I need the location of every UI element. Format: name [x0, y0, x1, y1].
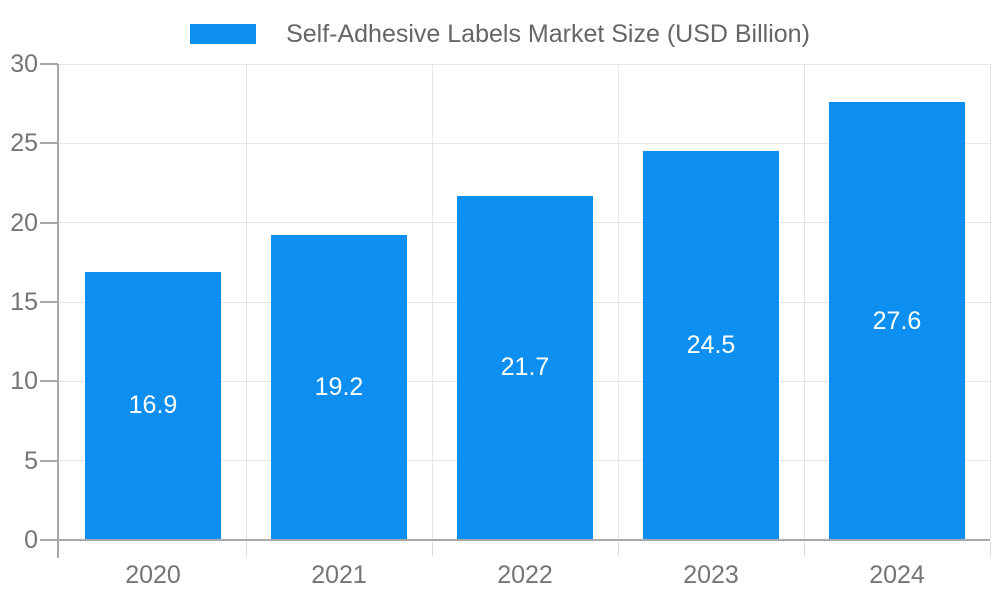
y-axis-tick	[40, 539, 58, 541]
bar-value-label: 27.6	[872, 306, 922, 335]
x-gridline	[989, 64, 991, 540]
y-axis-tick	[40, 380, 58, 383]
y-axis-tick	[40, 63, 58, 65]
y-axis-tick-label: 15	[10, 288, 38, 316]
y-gridline	[58, 142, 990, 144]
legend-swatch	[190, 24, 257, 44]
x-gridline	[431, 64, 433, 540]
y-axis-tick-label: 0	[24, 526, 38, 554]
x-axis-label-2023: 2023	[683, 561, 739, 589]
chart-legend[interactable]: Self-Adhesive Labels Market Size (USD Bi…	[0, 18, 1000, 50]
x-axis-minor-tick	[617, 542, 619, 556]
x-axis-line	[57, 539, 990, 541]
y-axis-tick-label: 10	[10, 367, 38, 396]
bar-2021: 19.2	[271, 235, 407, 540]
x-axis-label-2021: 2021	[311, 561, 367, 589]
y-axis-tick	[40, 221, 58, 224]
x-axis-minor-tick	[431, 542, 433, 556]
bar-value-label: 16.9	[128, 391, 178, 420]
bar-value-label: 24.5	[686, 331, 736, 360]
bar-value-label: 19.2	[314, 373, 364, 402]
x-axis-label-2024: 2024	[869, 561, 925, 589]
x-gridline	[803, 64, 805, 540]
y-axis-tick	[40, 301, 58, 303]
y-axis-tick-label: 25	[10, 129, 38, 158]
y-axis-tick	[40, 459, 58, 462]
bar-2022: 21.7	[457, 195, 593, 540]
x-gridline	[617, 64, 619, 540]
y-axis-tick-label: 20	[10, 208, 38, 237]
x-axis-minor-tick	[989, 542, 991, 556]
bar-2020: 16.9	[85, 271, 221, 540]
chart-title: Self-Adhesive Labels Market Size (USD Bi…	[286, 20, 810, 48]
bar-2023: 24.5	[643, 151, 779, 540]
x-axis-label-2022: 2022	[497, 561, 553, 589]
y-axis-tick	[40, 142, 58, 145]
y-gridline	[58, 63, 990, 65]
y-axis-line	[57, 64, 59, 558]
bar-2024: 27.6	[829, 102, 965, 540]
x-axis-minor-tick	[245, 542, 247, 556]
y-axis-tick-label: 30	[10, 50, 38, 78]
x-axis-minor-tick	[803, 542, 805, 556]
y-axis-tick-label: 5	[24, 446, 38, 475]
x-gridline	[245, 64, 247, 540]
x-axis-label-2020: 2020	[125, 561, 181, 589]
bar-value-label: 21.7	[500, 353, 550, 382]
